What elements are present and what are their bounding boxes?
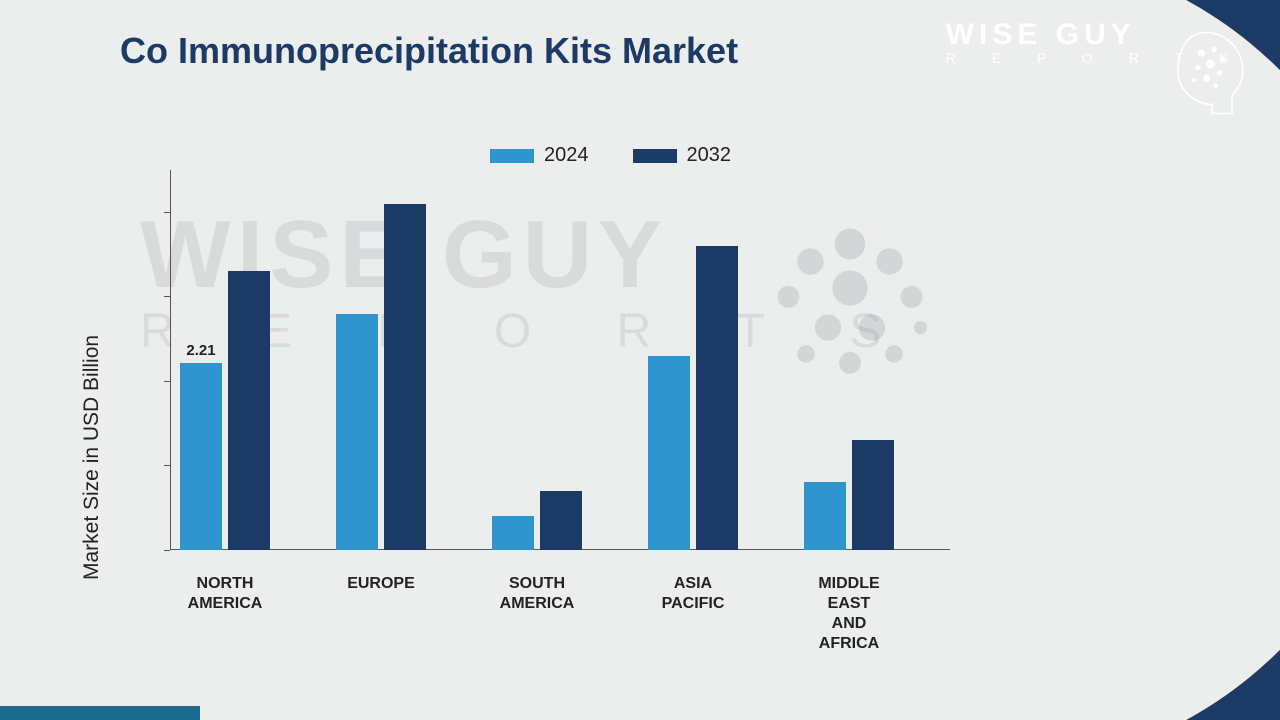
legend-label: 2024 xyxy=(544,144,589,167)
y-axis-label: Market Size in USD Billion xyxy=(80,335,104,580)
chart-title: Co Immunoprecipitation Kits Market xyxy=(120,30,738,72)
legend-item: 2024 xyxy=(490,144,589,167)
plot-area: 2.21NORTHAMERICAEUROPESOUTHAMERICAASIAPA… xyxy=(170,170,950,550)
bottom-accent-bar xyxy=(0,706,200,720)
bar xyxy=(852,440,894,550)
brand-logo: WISE GUY R E P O R T S xyxy=(946,18,1244,66)
category-label: SOUTHAMERICA xyxy=(472,574,602,614)
y-tick xyxy=(164,296,170,297)
y-tick xyxy=(164,550,170,551)
legend: 2024 2032 xyxy=(490,144,731,167)
category-label: MIDDLEEASTANDAFRICA xyxy=(784,574,914,654)
legend-label: 2032 xyxy=(687,144,732,167)
bar-value-label: 2.21 xyxy=(170,342,232,359)
y-axis-line xyxy=(170,170,171,550)
bar xyxy=(696,246,738,550)
bar xyxy=(648,356,690,550)
bar xyxy=(384,204,426,550)
bar xyxy=(492,516,534,550)
bar-chart: Market Size in USD Billion 2024 2032 2.2… xyxy=(60,150,960,650)
category-label: EUROPE xyxy=(316,574,446,594)
legend-swatch-2032 xyxy=(633,149,677,163)
bar xyxy=(180,363,222,550)
y-tick xyxy=(164,381,170,382)
logo-head-icon xyxy=(1160,28,1250,118)
bar xyxy=(228,271,270,550)
bar xyxy=(540,491,582,550)
category-label: ASIAPACIFIC xyxy=(628,574,758,614)
bar xyxy=(804,482,846,550)
legend-swatch-2024 xyxy=(490,149,534,163)
legend-item: 2032 xyxy=(633,144,732,167)
bar xyxy=(336,314,378,550)
y-tick xyxy=(164,465,170,466)
category-label: NORTHAMERICA xyxy=(160,574,290,614)
stage: WISE GUY R E P O R T S Co Immunoprecipit… xyxy=(0,0,1280,720)
y-tick xyxy=(164,212,170,213)
